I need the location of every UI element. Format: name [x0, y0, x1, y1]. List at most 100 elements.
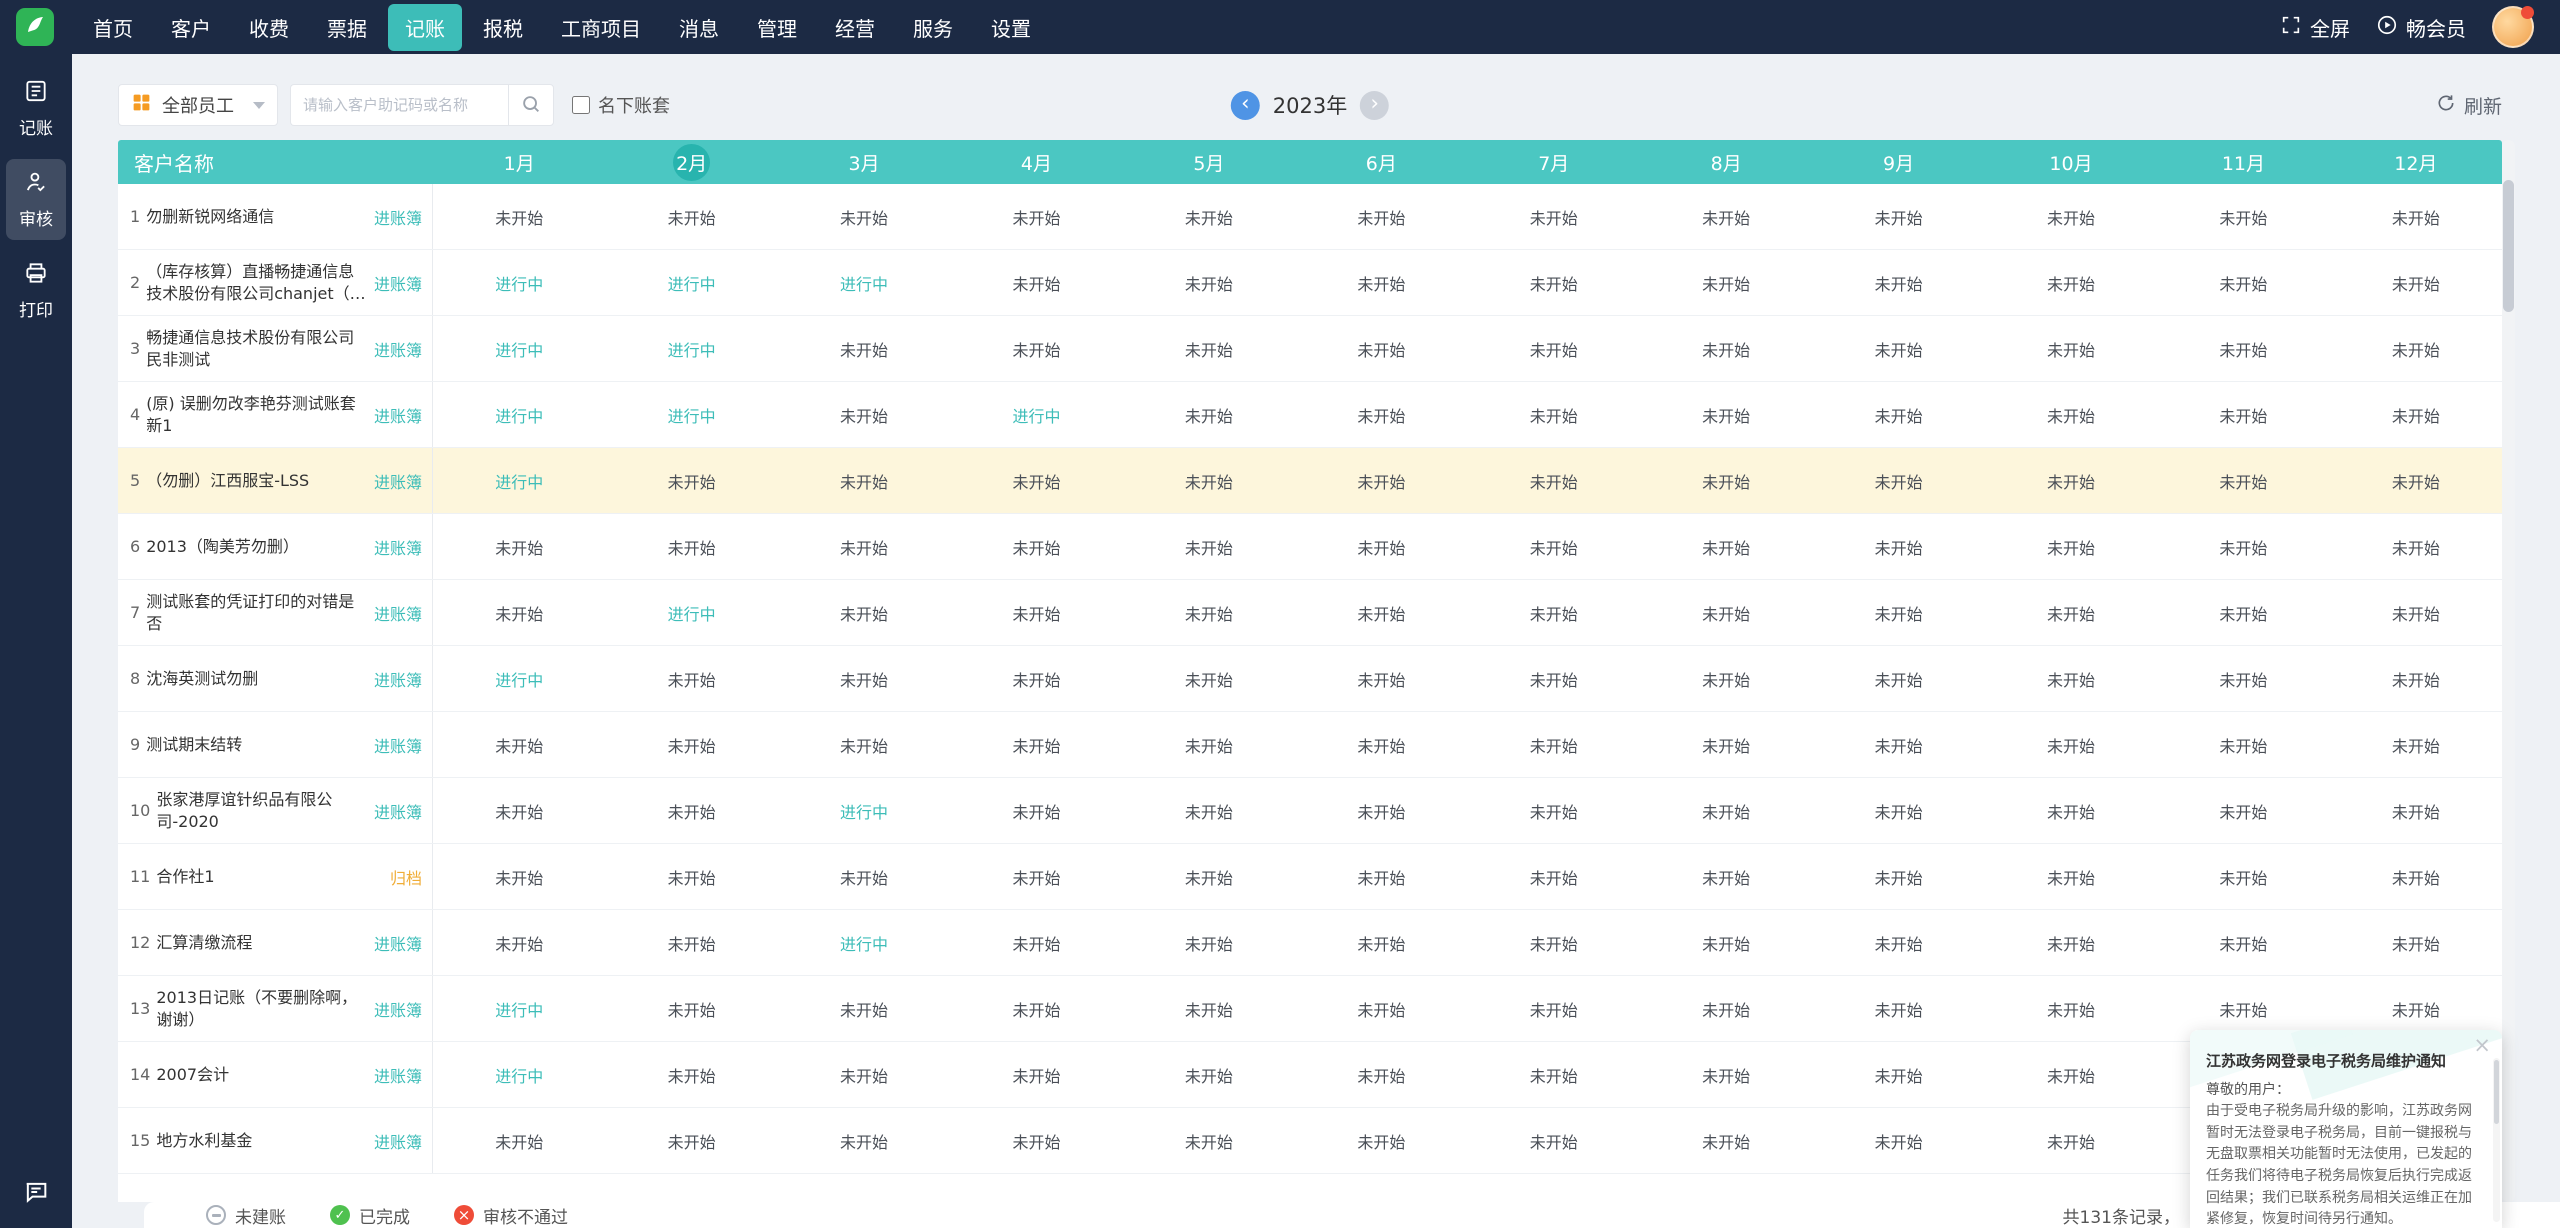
nav-item-服务[interactable]: 服务 [913, 16, 953, 41]
month-status-cell: 未开始 [1357, 736, 1406, 756]
month-header-12月[interactable]: 12月 [2394, 152, 2438, 175]
open-ledger-link[interactable]: 进账簿 [373, 1000, 422, 1020]
month-status-cell: 未开始 [1702, 274, 1751, 294]
open-ledger-link[interactable]: 进账簿 [373, 934, 422, 954]
table-row[interactable]: 2 （库存核算）直播畅捷通信息技术股份有限公司chanjet（原账套） 进账簿 进行中… [118, 250, 2502, 316]
search-input[interactable] [290, 84, 508, 126]
month-header-6月[interactable]: 6月 [1365, 152, 1397, 175]
open-ledger-link[interactable]: 进账簿 [373, 538, 422, 558]
next-year-button[interactable]: › [1360, 90, 1390, 120]
open-ledger-link[interactable]: 进账簿 [373, 1132, 422, 1152]
archive-link[interactable]: 归档 [389, 868, 422, 888]
notice-scrollbar-thumb[interactable] [2494, 1060, 2499, 1124]
legend-item-已完成: ✓ 已完成 [330, 1203, 410, 1228]
ledger-icon [23, 78, 49, 109]
nav-item-报税[interactable]: 报税 [483, 16, 523, 41]
avatar[interactable] [2492, 6, 2534, 48]
table-row[interactable]: 1 勿删新锐网络通信 进账簿 未开始 未开始 未开始 未开始 未开始 未开始 未开始 未开始 未开始 未… [118, 184, 2502, 250]
close-icon[interactable]: × [2473, 1033, 2491, 1057]
month-status-cell: 未开始 [1529, 736, 1578, 756]
open-ledger-link[interactable]: 进账簿 [373, 1066, 422, 1086]
month-header-3月[interactable]: 3月 [848, 152, 880, 175]
table-row[interactable]: 15 地方水利基金 进账簿 未开始 未开始 未开始 未开始 未开始 未开始 未开始 未开始 未开始 未开… [118, 1108, 2502, 1174]
scrollbar-thumb[interactable] [2503, 180, 2514, 312]
open-ledger-link[interactable]: 进账簿 [373, 340, 422, 360]
table-row[interactable]: 11 合作社1 归档 未开始 未开始 未开始 未开始 未开始 未开始 未开始 未开始 未开始 未开始 未开… [118, 844, 2502, 910]
scope-checkbox-row[interactable]: 名下账套 [572, 92, 670, 118]
month-status-cell: 未开始 [495, 1132, 544, 1152]
month-status-cell: 未开始 [840, 1000, 889, 1020]
partial-row [118, 1174, 2502, 1202]
member-button[interactable]: 畅会员 [2376, 13, 2466, 42]
month-header-9月[interactable]: 9月 [1883, 152, 1915, 175]
table-row[interactable]: 12 汇算清缴流程 进账簿 未开始 未开始 进行中 未开始 未开始 未开始 未开始 未开始 未开始 未开… [118, 910, 2502, 976]
table-row[interactable]: 6 2013（陶美芳勿删） 进账簿 未开始 未开始 未开始 未开始 未开始 未开始 未开始 未开始 未… [118, 514, 2502, 580]
open-ledger-link[interactable]: 进账簿 [373, 802, 422, 822]
nav-item-客户[interactable]: 客户 [171, 16, 211, 41]
month-status-cell: 未开始 [1529, 208, 1578, 228]
table-row[interactable]: 4 (原) 误删勿改李艳芬测试账套新1 进账簿 进行中 进行中 未开始 进行中 未开始 未开始 未… [118, 382, 2502, 448]
open-ledger-link[interactable]: 进账簿 [373, 406, 422, 426]
scope-checkbox[interactable] [572, 96, 590, 114]
table-row[interactable]: 13 2013日记账（不要删除啊，谢谢） 进账簿 进行中 未开始 未开始 未开始 未开始 未开始… [118, 976, 2502, 1042]
nav-item-管理[interactable]: 管理 [757, 16, 797, 41]
legend-item-审核不通过: × 审核不通过 [454, 1203, 568, 1228]
nav-item-经营[interactable]: 经营 [835, 16, 875, 41]
month-header-5月[interactable]: 5月 [1193, 152, 1225, 175]
table-row[interactable]: 10 张家港厚谊针织品有限公司-2020 进账簿 未开始 未开始 进行中 未开始 未开始 未开始… [118, 778, 2502, 844]
nav-item-票据[interactable]: 票据 [327, 16, 367, 41]
month-status-cell: 未开始 [1012, 1000, 1061, 1020]
employee-filter-dropdown[interactable]: 全部员工 [118, 84, 278, 126]
table-scrollbar[interactable] [2502, 140, 2515, 1202]
support-chat-icon[interactable] [22, 1178, 50, 1210]
nav-item-工商项目[interactable]: 工商项目 [561, 16, 641, 41]
notice-content: 江苏政务网登录电子税务局维护通知 尊敬的用户： 由于受电子税务局升级的影响，江苏… [2190, 1030, 2502, 1228]
month-header-10月[interactable]: 10月 [2049, 152, 2093, 175]
customer-name-header: 客户名称 [134, 151, 214, 176]
month-header-4月[interactable]: 4月 [1020, 152, 1053, 175]
month-status-cell: 未开始 [2047, 208, 2096, 228]
open-ledger-link[interactable]: 进账簿 [373, 670, 422, 690]
nav-item-设置[interactable]: 设置 [991, 16, 1031, 41]
open-ledger-link[interactable]: 进账簿 [373, 274, 422, 294]
month-status-cell: 未开始 [1702, 934, 1751, 954]
notice-title: 江苏政务网登录电子税务局维护通知 [2206, 1052, 2447, 1070]
month-status-cell: 未开始 [1184, 868, 1233, 888]
month-header-2月[interactable]: 2月 [605, 143, 777, 181]
month-header-1月[interactable]: 1月 [503, 152, 535, 175]
search-button[interactable] [508, 84, 554, 126]
app-logo[interactable] [16, 8, 54, 46]
month-status-cell: 未开始 [2391, 274, 2440, 294]
table-row[interactable]: 5 （勿删）江西服宝-LSS 进账簿 进行中 未开始 未开始 未开始 未开始 未开始 未开始 未开始… [118, 448, 2502, 514]
nav-item-消息[interactable]: 消息 [679, 16, 719, 41]
month-header-8月[interactable]: 8月 [1710, 152, 1742, 175]
open-ledger-link[interactable]: 进账簿 [373, 736, 422, 756]
fullscreen-button[interactable]: 全屏 [2280, 13, 2350, 42]
month-status-cell: 未开始 [1529, 1132, 1578, 1152]
nav-item-记账[interactable]: 记账 [388, 3, 462, 51]
notice-scrollbar[interactable] [2493, 1058, 2500, 1222]
prev-year-button[interactable]: ‹ [1230, 90, 1260, 120]
sidebar-item-审核[interactable]: 审核 [6, 159, 66, 240]
month-status-cell: 未开始 [1874, 736, 1923, 756]
month-status-cell: 进行中 [667, 604, 716, 624]
refresh-button[interactable]: 刷新 [2436, 92, 2502, 119]
customer-cell: 7 测试账套的凭证打印的对错是否 进账簿 [118, 580, 433, 645]
month-header-11月[interactable]: 11月 [2221, 152, 2266, 175]
open-ledger-link[interactable]: 进账簿 [373, 472, 422, 492]
sidebar-item-打印[interactable]: 打印 [6, 250, 66, 331]
nav-item-收费[interactable]: 收费 [249, 16, 289, 41]
month-status-cell: 未开始 [1012, 802, 1061, 822]
table-row[interactable]: 14 2007会计 进账簿 进行中 未开始 未开始 未开始 未开始 未开始 未开始 未开始 未开始 未开… [118, 1042, 2502, 1108]
table-row[interactable]: 3 畅捷通信息技术股份有限公司民非测试 进账簿 进行中 进行中 未开始 未开始 未开始 未开始 未… [118, 316, 2502, 382]
month-status-cell: 未开始 [2047, 406, 2096, 426]
open-ledger-link[interactable]: 进账簿 [373, 604, 422, 624]
month-header-7月[interactable]: 7月 [1538, 152, 1570, 175]
sidebar-item-记账[interactable]: 记账 [6, 68, 66, 149]
table-row[interactable]: 7 测试账套的凭证打印的对错是否 进账簿 未开始 进行中 未开始 未开始 未开始 未开始 未开始 未… [118, 580, 2502, 646]
table-row[interactable]: 8 沈海英测试勿删 进账簿 进行中 未开始 未开始 未开始 未开始 未开始 未开始 未开始 未开始 未开… [118, 646, 2502, 712]
table-row[interactable]: 9 测试期末结转 进账簿 未开始 未开始 未开始 未开始 未开始 未开始 未开始 未开始 未开始 未开始… [118, 712, 2502, 778]
nav-item-首页[interactable]: 首页 [93, 16, 133, 41]
month-status-cell: 未开始 [667, 208, 716, 228]
open-ledger-link[interactable]: 进账簿 [373, 208, 422, 228]
